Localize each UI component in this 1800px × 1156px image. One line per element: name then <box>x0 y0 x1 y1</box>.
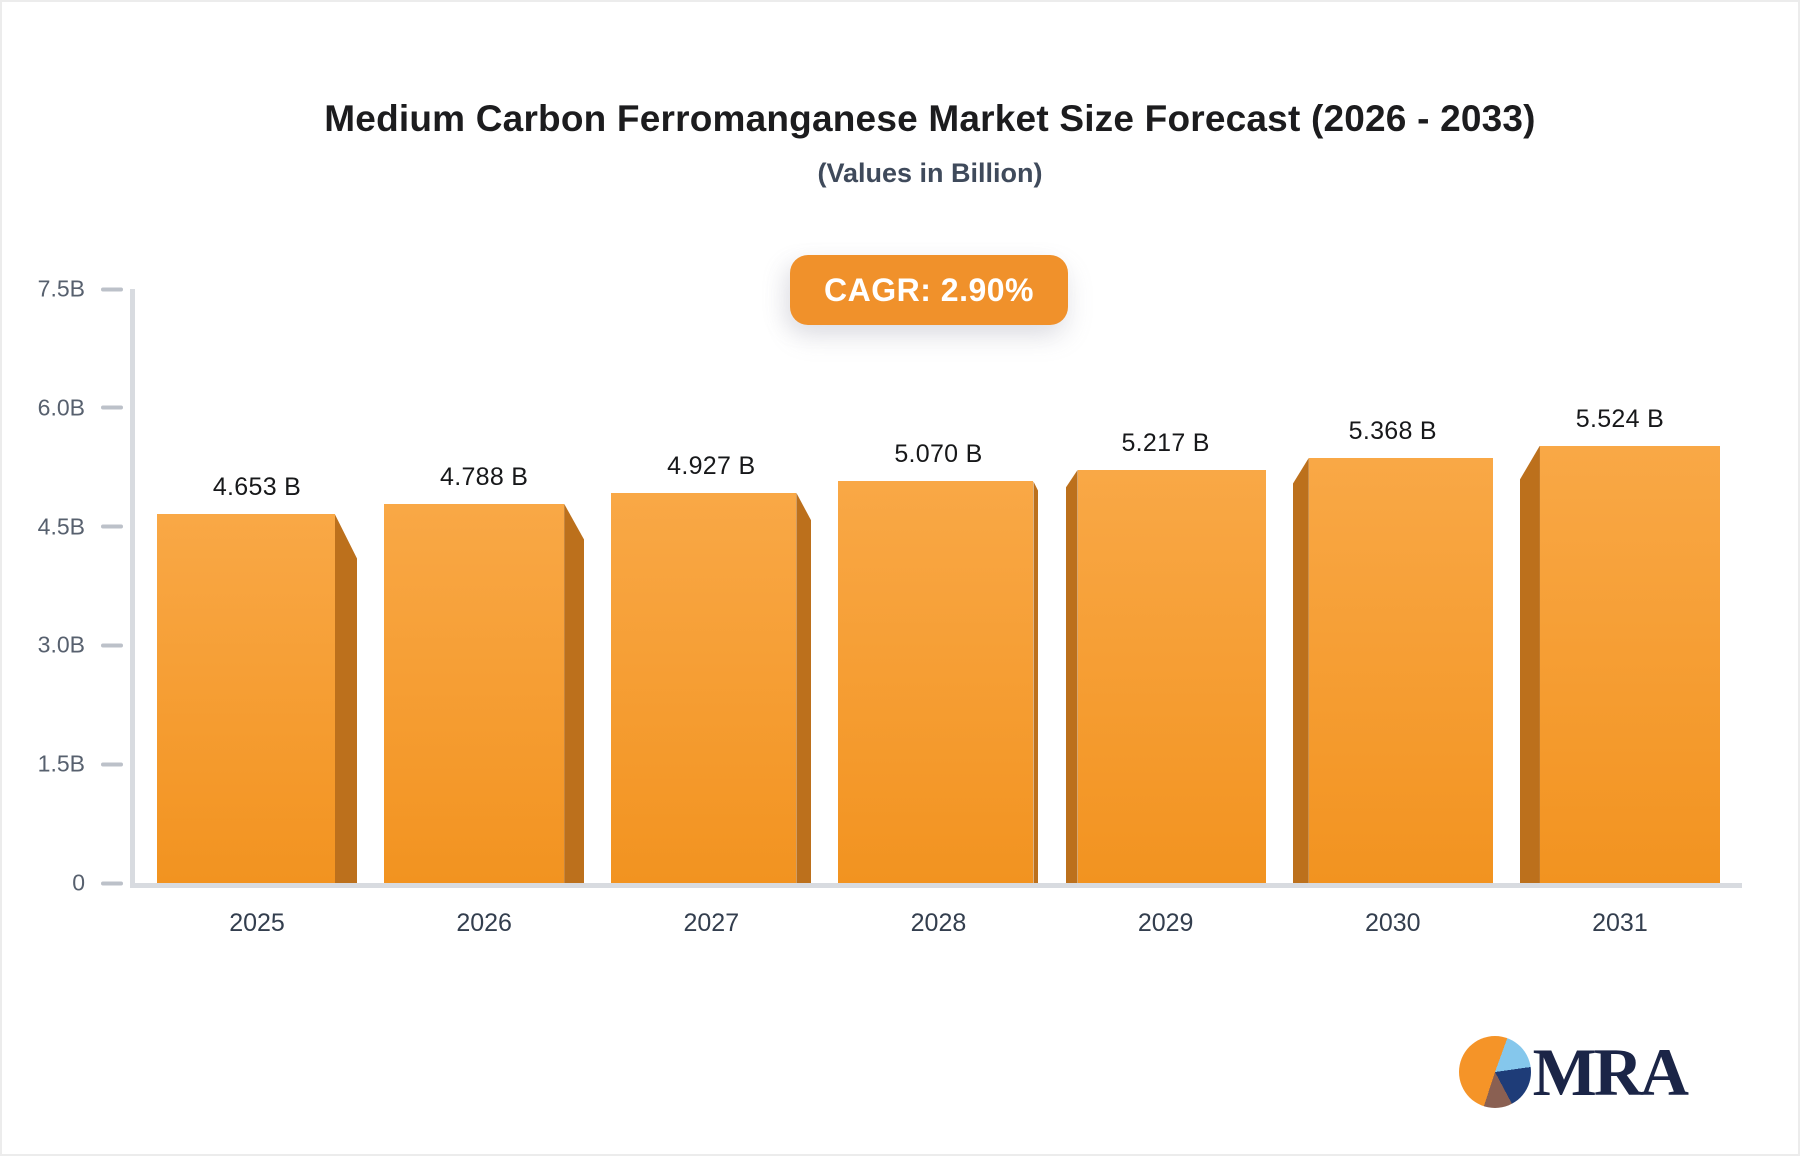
cagr-badge: CAGR: 2.90% <box>790 255 1068 325</box>
bar-2025: 4.653 B <box>157 473 357 883</box>
y-tick-mark <box>101 643 123 648</box>
x-axis-label-2029: 2029 <box>1137 909 1194 937</box>
bar-side-shadow <box>1519 445 1540 883</box>
bar-value-label: 5.524 B <box>1575 404 1665 433</box>
bar-face <box>611 492 797 883</box>
y-tick-label: 3.0B <box>37 631 85 658</box>
x-axis-label-2028: 2028 <box>910 909 967 937</box>
bar-face <box>838 481 1034 883</box>
bar-2026: 4.788 B <box>384 463 585 883</box>
y-tick-mark <box>101 405 123 410</box>
pie-chart-icon <box>1458 1036 1531 1108</box>
bar-2027: 4.927 B <box>611 452 812 883</box>
x-axis-labels: 2025 2026 2027 2028 2029 2030 2031 <box>135 909 1742 938</box>
x-axis-label-2030: 2030 <box>1364 909 1421 937</box>
y-tick-mark <box>101 524 123 529</box>
x-axis-label-2031: 2031 <box>1592 909 1648 937</box>
bars-container: 4.653 B 4.788 B 4.927 B 5.070 B 5.217 B 5.368… <box>135 289 1742 883</box>
chart-subtitle: (Values in Billion) <box>817 158 1043 188</box>
bar-side-shadow <box>1065 469 1078 883</box>
y-tick-label: 4.5B <box>37 513 85 540</box>
bar-2030: 5.368 B <box>1292 417 1493 883</box>
chart-title: Medium Carbon Ferromanganese Market Size… <box>324 98 1536 139</box>
y-tick-3.0B: 3.0B <box>21 632 123 659</box>
bar-value-label: 5.368 B <box>1348 416 1437 445</box>
bar-side-shadow <box>796 492 812 883</box>
bar-value-label: 4.653 B <box>212 473 302 502</box>
bar-value-label: 5.070 B <box>894 440 983 469</box>
bar-value-label: 4.788 B <box>440 462 529 491</box>
y-tick-mark <box>101 287 123 291</box>
y-tick-1.5B: 1.5B <box>21 751 123 778</box>
bar-value-label: 5.217 B <box>1121 428 1210 457</box>
y-tick-7.5B: 7.5B <box>21 276 123 303</box>
bar-2028: 5.070 B <box>838 440 1039 883</box>
bar-face <box>1308 457 1493 883</box>
x-axis-label-2025: 2025 <box>229 909 285 937</box>
y-tick-label: 1.5B <box>37 750 85 777</box>
x-axis-label-2027: 2027 <box>683 909 740 937</box>
y-tick-0: 0 <box>21 870 123 897</box>
bar-2029: 5.217 B <box>1065 429 1266 883</box>
bar-side-shadow <box>1292 457 1309 883</box>
y-tick-6.0B: 6.0B <box>21 394 123 421</box>
brand-logo: MRA <box>1458 1034 1689 1110</box>
bar-2031: 5.524 B <box>1519 405 1720 883</box>
y-tick-mark <box>101 881 123 885</box>
bar-side-shadow <box>564 503 585 883</box>
y-tick-label: 0 <box>72 869 85 896</box>
y-tick-mark <box>101 762 123 767</box>
chart-header: Medium Carbon Ferromanganese Market Size… <box>62 2 1798 189</box>
bar-face <box>1539 445 1720 883</box>
bar-side-shadow <box>335 514 357 883</box>
plot-area: 7.5B 6.0B 4.5B 3.0B 1.5B 0 4.653 B 4.788 B 4.92… <box>38 276 1742 937</box>
bar-side-shadow <box>1033 481 1039 883</box>
brand-logo-text: MRA <box>1532 1034 1689 1110</box>
y-tick-label: 6.0B <box>37 394 85 421</box>
bar-face <box>384 503 565 883</box>
x-axis-label-2026: 2026 <box>456 909 512 937</box>
cagr-badge-label: CAGR: 2.90% <box>824 271 1034 308</box>
y-tick-4.5B: 4.5B <box>21 513 123 540</box>
y-tick-label: 7.5B <box>37 275 85 302</box>
bar-face <box>157 514 335 883</box>
bar-face <box>1077 469 1266 883</box>
bar-value-label: 4.927 B <box>667 451 756 480</box>
